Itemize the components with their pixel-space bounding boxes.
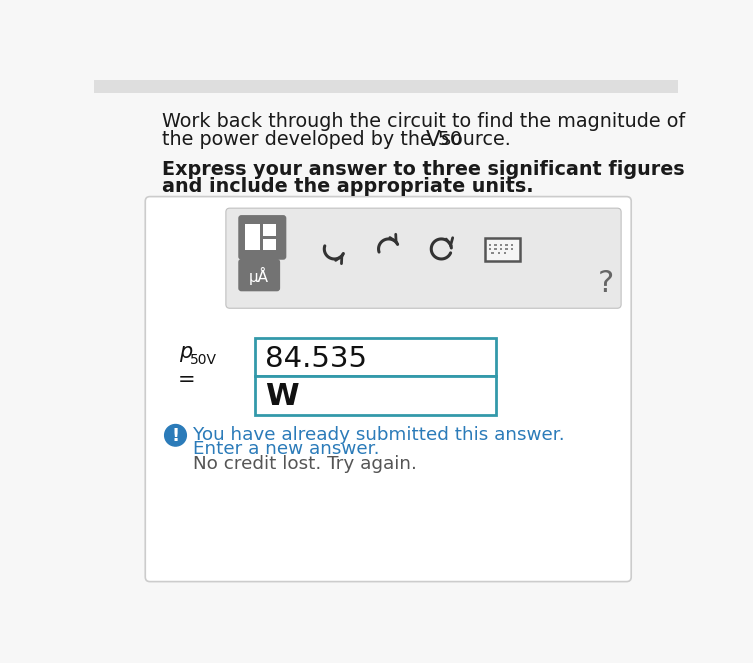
Circle shape xyxy=(165,424,186,446)
FancyBboxPatch shape xyxy=(238,259,280,291)
FancyBboxPatch shape xyxy=(245,224,260,251)
Text: Work back through the circuit to find the magnitude of: Work back through the circuit to find th… xyxy=(163,112,685,131)
Text: Enter a new answer.: Enter a new answer. xyxy=(194,440,380,458)
FancyBboxPatch shape xyxy=(263,239,276,251)
Text: μÅ: μÅ xyxy=(249,267,270,285)
FancyBboxPatch shape xyxy=(489,248,491,250)
Text: $p$: $p$ xyxy=(179,345,194,365)
Text: You have already submitted this answer.: You have already submitted this answer. xyxy=(194,426,565,444)
FancyBboxPatch shape xyxy=(504,252,506,254)
Text: the power developed by the 50: the power developed by the 50 xyxy=(163,129,468,149)
FancyBboxPatch shape xyxy=(500,244,502,246)
FancyBboxPatch shape xyxy=(485,238,520,261)
FancyBboxPatch shape xyxy=(500,248,502,250)
Text: ?: ? xyxy=(597,269,614,298)
Text: No credit lost. Try again.: No credit lost. Try again. xyxy=(194,455,417,473)
Text: Express your answer to three significant figures: Express your answer to three significant… xyxy=(163,160,685,178)
FancyBboxPatch shape xyxy=(255,376,495,414)
FancyBboxPatch shape xyxy=(145,197,631,581)
Text: =: = xyxy=(178,370,196,390)
FancyBboxPatch shape xyxy=(94,80,678,93)
Text: !: ! xyxy=(172,427,179,445)
FancyBboxPatch shape xyxy=(505,244,508,246)
FancyBboxPatch shape xyxy=(495,244,497,246)
FancyBboxPatch shape xyxy=(263,224,276,236)
FancyBboxPatch shape xyxy=(489,244,491,246)
Text: source.: source. xyxy=(435,129,511,149)
Text: W: W xyxy=(264,382,298,411)
FancyBboxPatch shape xyxy=(491,252,494,254)
FancyBboxPatch shape xyxy=(226,208,621,308)
FancyBboxPatch shape xyxy=(505,248,508,250)
FancyBboxPatch shape xyxy=(495,248,497,250)
Text: V: V xyxy=(426,129,441,150)
Text: 50V: 50V xyxy=(191,353,217,367)
FancyBboxPatch shape xyxy=(238,215,286,260)
Text: and include the appropriate units.: and include the appropriate units. xyxy=(163,177,534,196)
Text: 84.535: 84.535 xyxy=(264,345,367,373)
FancyBboxPatch shape xyxy=(511,244,513,246)
FancyBboxPatch shape xyxy=(255,337,495,376)
FancyBboxPatch shape xyxy=(511,248,513,250)
FancyBboxPatch shape xyxy=(498,252,500,254)
